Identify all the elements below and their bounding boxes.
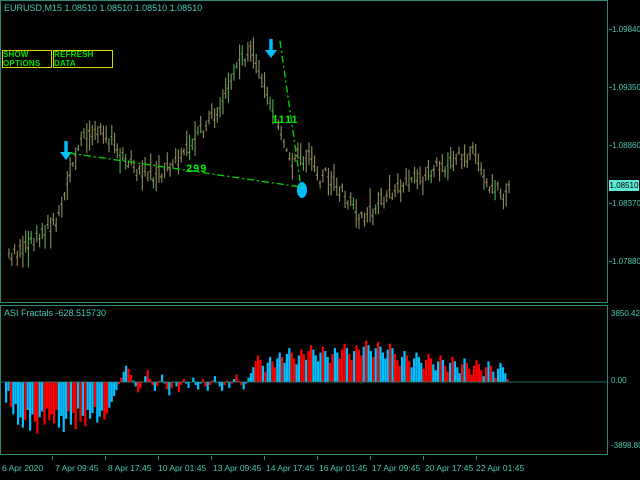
time-tick-mark	[52, 456, 53, 460]
time-axis-label: 17 Apr 09:45	[372, 463, 421, 473]
price-tick-mark	[609, 29, 612, 30]
trend-label-1111: 1111	[272, 114, 299, 126]
price-chart-pane[interactable]	[0, 0, 608, 303]
fractal-down-arrow-marker[interactable]	[60, 141, 72, 160]
time-axis-label: 6 Apr 2020	[2, 463, 44, 473]
price-series-plot	[7, 37, 510, 268]
time-axis-label: 13 Apr 09:45	[213, 463, 262, 473]
time-tick-mark	[158, 456, 159, 460]
indicator-tick-label: 0.00	[611, 376, 627, 385]
fractal-ellipse-marker[interactable]	[297, 182, 307, 198]
indicator-header-text: ASI Fractals -628.515730	[4, 308, 107, 318]
time-axis-label: 20 Apr 17:45	[425, 463, 474, 473]
trend-label-299: 299	[186, 163, 208, 175]
trendline-1111[interactable]	[279, 40, 302, 188]
price-tick-mark	[609, 145, 612, 146]
time-axis-label: 16 Apr 01:45	[319, 463, 368, 473]
time-axis-label: 10 Apr 01:45	[158, 463, 207, 473]
time-tick-mark	[370, 456, 371, 460]
time-tick-mark	[476, 456, 477, 460]
asi-fractals-histogram	[1, 340, 607, 434]
time-tick-mark	[264, 456, 265, 460]
indicator-tick-label: 3850.4245	[611, 309, 640, 318]
time-axis-label: 7 Apr 09:45	[55, 463, 99, 473]
price-bars	[7, 37, 510, 268]
show-options-button[interactable]: SHOW OPTIONS	[2, 50, 52, 68]
price-tick-label: 1.08860	[612, 141, 640, 150]
price-tick-label: 1.07880	[612, 257, 640, 266]
price-tick-mark	[609, 87, 612, 88]
time-axis-label: 8 Apr 17:45	[108, 463, 152, 473]
current-price-label: 1.08510	[609, 180, 639, 191]
time-tick-mark	[423, 456, 424, 460]
indicator-pane[interactable]	[0, 305, 608, 455]
time-tick-mark	[211, 456, 212, 460]
histogram-bars	[5, 340, 509, 434]
price-tick-mark	[609, 203, 612, 204]
price-tick-mark	[609, 261, 612, 262]
symbol-header-text: EURUSD,M15 1.08510 1.08510 1.08510 1.085…	[4, 3, 203, 13]
time-tick-mark	[317, 456, 318, 460]
time-axis-label: 14 Apr 17:45	[266, 463, 315, 473]
price-tick-label: 1.09840	[612, 25, 640, 34]
time-axis-label: 22 Apr 01:45	[476, 463, 525, 473]
price-tick-label: 1.09350	[612, 83, 640, 92]
indicator-tick-label: -3898.8093	[611, 441, 640, 450]
price-chart-canvas	[1, 1, 607, 302]
indicator-scale-axis[interactable]: 3850.4245 0.00 -3898.8093	[609, 305, 640, 455]
trendline-299[interactable]	[68, 152, 302, 188]
time-tick-mark	[105, 456, 106, 460]
price-tick-label: 1.08370	[612, 199, 640, 208]
refresh-data-button[interactable]: REFRESH DATA	[53, 50, 113, 68]
price-scale-axis[interactable]: 1.09840 1.09350 1.08860 1.08370 1.07880	[609, 0, 640, 303]
indicator-canvas	[1, 306, 607, 454]
fractal-down-arrow-marker[interactable]	[265, 39, 277, 58]
time-axis[interactable]: 6 Apr 2020 7 Apr 09:45 8 Apr 17:45 10 Apr 0…	[0, 456, 640, 480]
